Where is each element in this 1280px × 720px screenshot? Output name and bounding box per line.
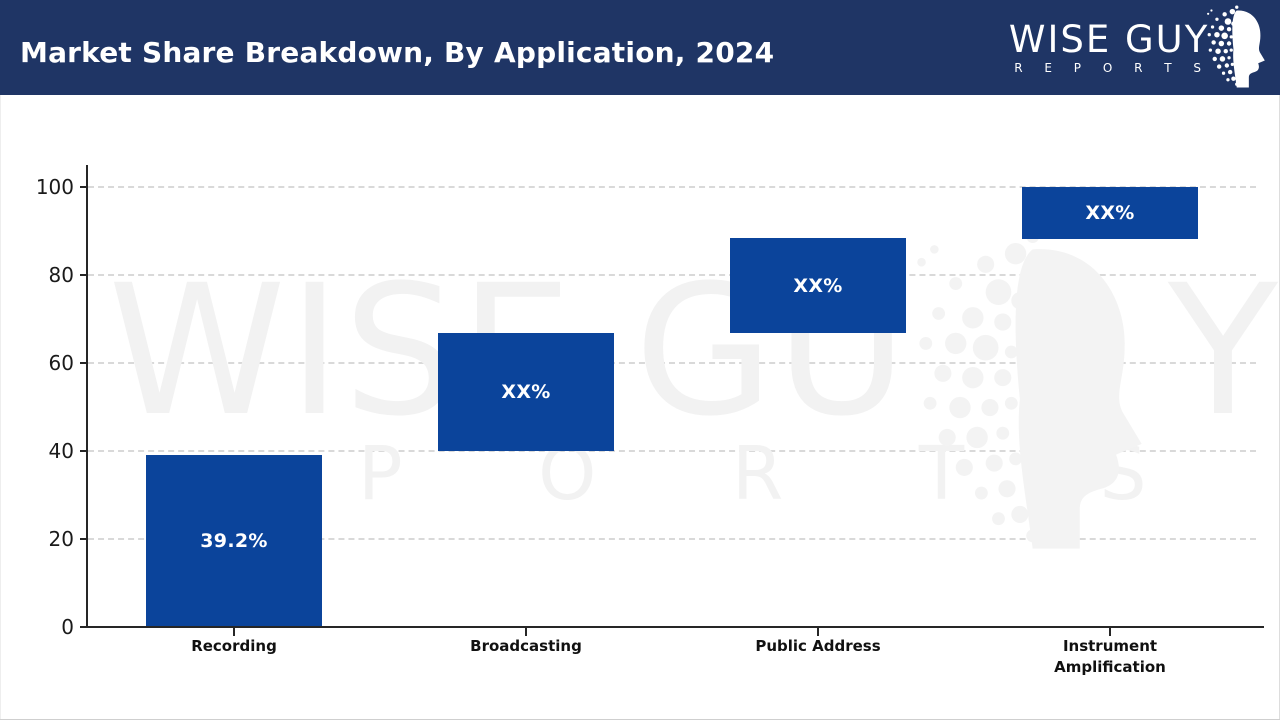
x-tick-label: Instrument Amplification — [1054, 637, 1166, 676]
y-tick-mark — [80, 186, 88, 188]
logo-wordmark: WISE GUY — [1008, 17, 1210, 61]
y-axis-line — [86, 165, 88, 628]
y-tick-label: 0 — [61, 615, 74, 639]
y-tick-mark — [80, 274, 88, 276]
y-tick-mark — [80, 626, 88, 628]
y-tick-label: 60 — [48, 351, 74, 375]
x-tick-mark — [1109, 628, 1111, 636]
y-tick-label: 80 — [48, 263, 74, 287]
watermark-text-y: Y — [1168, 247, 1278, 456]
gridline — [88, 450, 1256, 452]
y-tick-label: 20 — [48, 527, 74, 551]
y-tick-mark — [80, 538, 88, 540]
gridline — [88, 186, 1256, 188]
y-tick-label: 40 — [48, 439, 74, 463]
bar-public-address: XX% — [730, 238, 906, 334]
bar-instrument-amplification: XX% — [1022, 187, 1198, 239]
watermark-head-icon — [872, 228, 1172, 570]
bar-value-label: XX% — [501, 381, 551, 404]
x-tick-label: Recording — [191, 637, 277, 655]
bar-recording: 39.2% — [146, 454, 322, 627]
bar-value-label: XX% — [793, 274, 843, 297]
gridline — [88, 362, 1256, 364]
logo-text: WISE GUY R E P O R T S — [1008, 17, 1210, 75]
y-tick-label: 100 — [35, 175, 74, 199]
gridline — [88, 538, 1256, 540]
bar-value-label: 39.2% — [200, 529, 268, 552]
x-tick-label: Broadcasting — [470, 637, 582, 655]
wiseguy-logo: WISE GUY R E P O R T S — [1008, 0, 1272, 95]
x-tick-label: Public Address — [755, 637, 881, 655]
x-tick-mark — [525, 628, 527, 636]
x-tick-mark — [817, 628, 819, 636]
bar-broadcasting: XX% — [438, 333, 614, 452]
bar-value-label: XX% — [1085, 201, 1135, 224]
gridline — [88, 274, 1256, 276]
y-tick-mark — [80, 362, 88, 364]
x-axis-line — [86, 626, 1264, 628]
page-title: Market Share Breakdown, By Application, … — [20, 36, 775, 69]
y-tick-mark — [80, 450, 88, 452]
logo-subtitle: R E P O R T S — [1014, 60, 1210, 75]
x-tick-mark — [233, 628, 235, 636]
header-banner: Market Share Breakdown, By Application, … — [0, 0, 1280, 95]
